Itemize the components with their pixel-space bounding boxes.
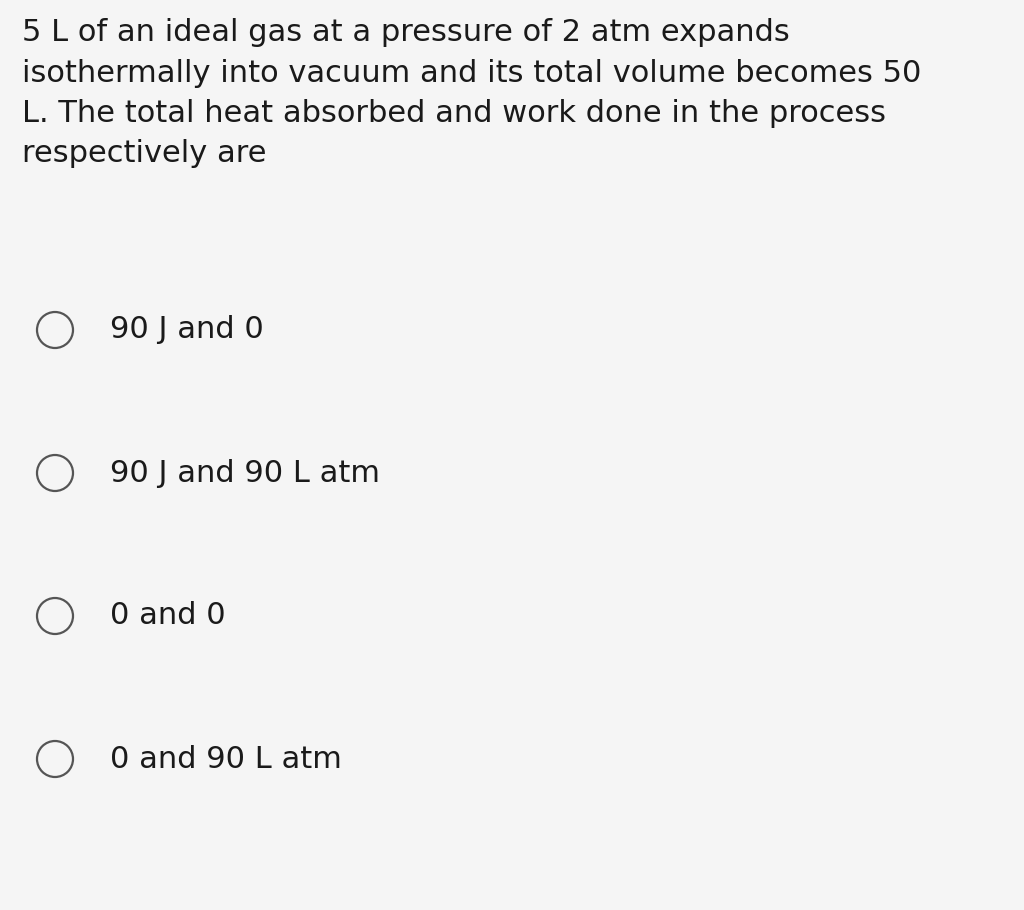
Text: 90 J and 0: 90 J and 0	[110, 316, 264, 345]
Text: 5 L of an ideal gas at a pressure of 2 atm expands
isothermally into vacuum and : 5 L of an ideal gas at a pressure of 2 a…	[22, 18, 922, 168]
Text: 0 and 90 L atm: 0 and 90 L atm	[110, 744, 342, 774]
Text: 0 and 0: 0 and 0	[110, 602, 225, 631]
Text: 90 J and 90 L atm: 90 J and 90 L atm	[110, 459, 380, 488]
